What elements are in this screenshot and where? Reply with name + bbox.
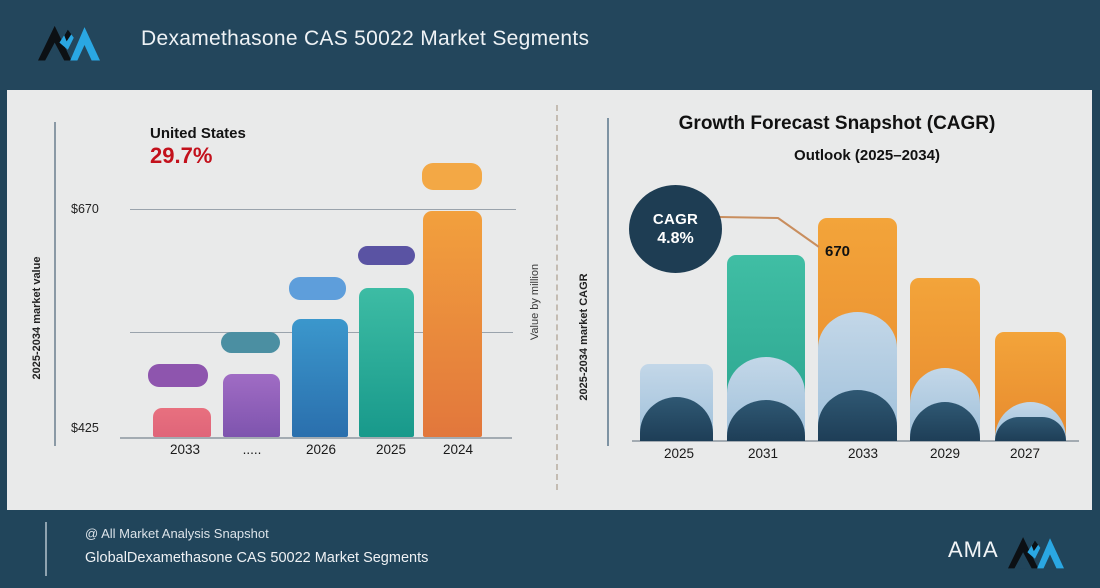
x-tick-label-2025: 2025: [663, 446, 695, 461]
right-y-axis-title: 2025-2034 market CAGR: [578, 273, 590, 401]
right-chart-x-axis: [632, 440, 1079, 442]
ama-logo-icon: [38, 25, 100, 61]
x-tick-label-2033: 2033: [847, 446, 879, 461]
segment-navy-2027: [995, 417, 1066, 441]
ytick-670: $670: [71, 202, 99, 216]
x-tick-label-2033: 2033: [169, 442, 201, 457]
right-chart-subtitle: Outlook (2025–2034): [794, 147, 940, 164]
x-tick-label-2025: 2025: [375, 442, 407, 457]
bar-2024: [423, 211, 482, 437]
x-tick-label-2031: 2031: [747, 446, 779, 461]
content-area: $670 $425 2025-2034 market value Value b…: [7, 90, 1092, 510]
bar-cap-2024: [422, 163, 482, 190]
bar-2033: [153, 408, 211, 437]
bar-cap-2025: [358, 246, 415, 265]
country-label: United States: [150, 125, 246, 142]
x-tick-label-2027: 2027: [1009, 446, 1041, 461]
footer-brand-text: AMA: [948, 537, 999, 562]
footer-caption: @ All Market Analysis Snapshot: [85, 526, 269, 541]
footer-report-title: GlobalDexamethasone CAS 50022 Market Seg…: [85, 550, 429, 566]
page-title: Dexamethasone CAS 50022 Market Segments: [141, 27, 590, 50]
bar-2025: [359, 288, 414, 437]
footer-bar: @ All Market Analysis Snapshot GlobalDex…: [0, 510, 1100, 588]
footer-divider: [45, 522, 47, 576]
x-tick-label-2024: 2024: [442, 442, 474, 457]
cagr-badge-label: CAGR: [652, 210, 699, 228]
left-y2-axis-title: Value by million: [529, 263, 541, 341]
segment-navy-2033: [818, 390, 897, 441]
right-chart-y-axis: [607, 118, 609, 446]
bar-cap-2033: [148, 364, 208, 387]
right-chart-title: Growth Forecast Snapshot (CAGR): [678, 113, 996, 134]
x-tick-label-2026: 2026: [305, 442, 337, 457]
header-bar: Dexamethasone CAS 50022 Market Segments: [0, 0, 1100, 90]
bar-.....: [223, 374, 280, 437]
bar-2026: [292, 319, 348, 437]
left-chart-x-axis: [120, 437, 512, 439]
panel-divider: [556, 105, 558, 490]
left-chart-y-axis: [54, 122, 56, 446]
data-label-670: 670: [825, 243, 851, 260]
bar-cap-.....: [221, 332, 280, 353]
cagr-badge-value: 4.8%: [657, 229, 694, 247]
gridline-670: [130, 209, 516, 210]
ama-logo-icon-footer: [1008, 537, 1064, 569]
bar-cap-2026: [289, 277, 346, 300]
cagr-badge: CAGR 4.8%: [629, 185, 722, 273]
x-tick-label-.....: .....: [242, 442, 262, 457]
ytick-425: $425: [71, 421, 99, 435]
growth-percent-label: 29.7%: [150, 143, 213, 168]
x-tick-label-2029: 2029: [929, 446, 961, 461]
left-y-axis-title: 2025-2034 market value: [31, 256, 43, 380]
